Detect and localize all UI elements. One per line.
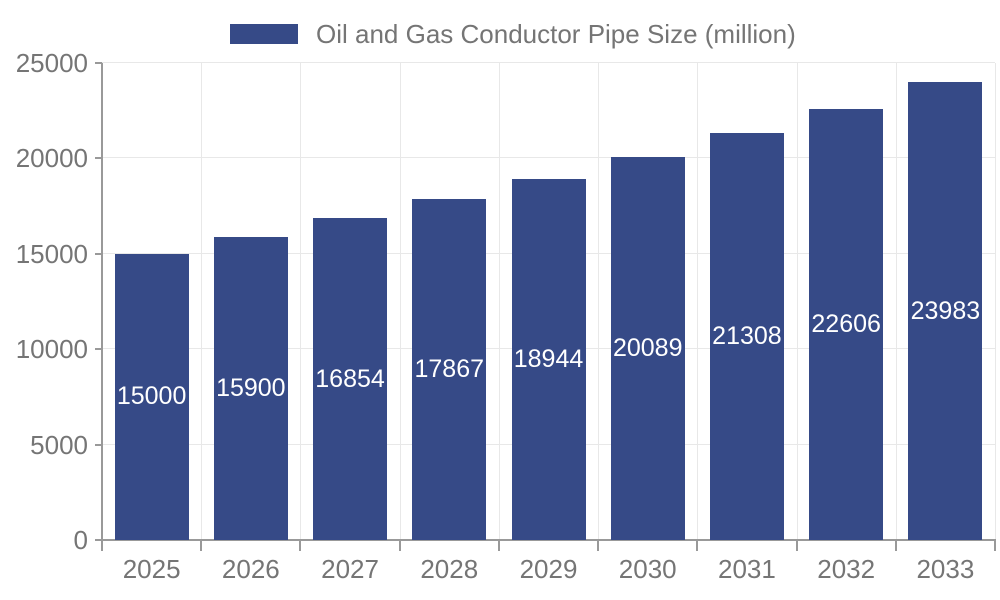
- y-tick-label: 10000: [15, 334, 88, 365]
- bar[interactable]: 16854: [313, 218, 388, 540]
- bar-value-label: 17867: [414, 355, 485, 384]
- x-tick-label: 2026: [221, 554, 280, 584]
- x-axis-tick: [597, 540, 600, 551]
- legend-item[interactable]: Oil and Gas Conductor Pipe Size (million…: [230, 18, 796, 49]
- bar-value-label: 15000: [116, 382, 187, 411]
- y-axis-tick: [95, 252, 102, 255]
- y-tick-label: 15000: [15, 238, 88, 269]
- gridline-vertical: [995, 63, 996, 540]
- gridline-vertical: [598, 63, 600, 540]
- bar[interactable]: 17867: [412, 199, 487, 540]
- y-axis-tick: [95, 539, 102, 541]
- bar-value-label: 16854: [315, 364, 385, 393]
- x-tick-label: 2025: [122, 554, 181, 584]
- y-axis-tick: [95, 157, 102, 160]
- x-tick-label: 2033: [916, 554, 975, 584]
- bar-value-label: 23983: [910, 296, 981, 325]
- bar[interactable]: 20089: [610, 156, 685, 540]
- gridline-vertical: [399, 63, 401, 540]
- x-axis-tick: [894, 540, 897, 551]
- legend-label: Oil and Gas Conductor Pipe Size (million…: [316, 18, 796, 49]
- y-tick-label: 20000: [15, 143, 88, 174]
- y-axis-line: [101, 63, 103, 540]
- bar-value-label: 15900: [216, 373, 286, 402]
- x-axis-tick: [200, 540, 203, 551]
- x-axis-line: [101, 539, 996, 541]
- bar-value-label: 18944: [513, 344, 584, 373]
- y-tick-label: 25000: [15, 48, 88, 78]
- x-axis-tick: [994, 540, 996, 551]
- bar-value-label: 21308: [712, 322, 782, 351]
- bar-value-label: 22606: [811, 309, 881, 338]
- y-axis-tick: [95, 348, 102, 351]
- gridline-vertical: [201, 63, 203, 540]
- gridline-vertical: [796, 63, 798, 540]
- gridline-vertical: [697, 63, 699, 540]
- gridline-vertical: [498, 63, 500, 540]
- bar-value-label: 20089: [612, 333, 683, 362]
- y-axis-tick: [95, 443, 102, 446]
- gridline-vertical: [895, 63, 897, 540]
- x-axis-tick: [299, 540, 302, 551]
- gridline-horizontal: [102, 62, 995, 63]
- bar[interactable]: 18944: [511, 178, 586, 540]
- x-tick-label: 2032: [817, 554, 876, 584]
- x-tick-label: 2031: [718, 554, 776, 584]
- x-tick-label: 2030: [618, 554, 677, 584]
- gridline-horizontal: [102, 157, 995, 159]
- x-axis-tick: [696, 540, 699, 551]
- x-axis-tick: [398, 540, 401, 551]
- bar[interactable]: 21308: [709, 133, 784, 540]
- x-tick-label: 2029: [519, 554, 578, 584]
- bar[interactable]: 22606: [809, 108, 884, 540]
- legend-swatch: [230, 24, 298, 44]
- y-tick-label: 0: [73, 525, 88, 555]
- gridline-vertical: [300, 63, 302, 540]
- x-axis-tick: [101, 540, 103, 551]
- bar[interactable]: 23983: [908, 82, 983, 540]
- x-tick-label: 2027: [321, 554, 379, 584]
- x-axis-tick: [795, 540, 798, 551]
- x-axis-tick: [497, 540, 500, 551]
- bar[interactable]: 15000: [114, 253, 189, 540]
- x-tick-label: 2028: [420, 554, 479, 584]
- bar[interactable]: 15900: [213, 236, 288, 540]
- y-tick-label: 5000: [30, 429, 88, 460]
- y-axis-tick: [95, 62, 102, 64]
